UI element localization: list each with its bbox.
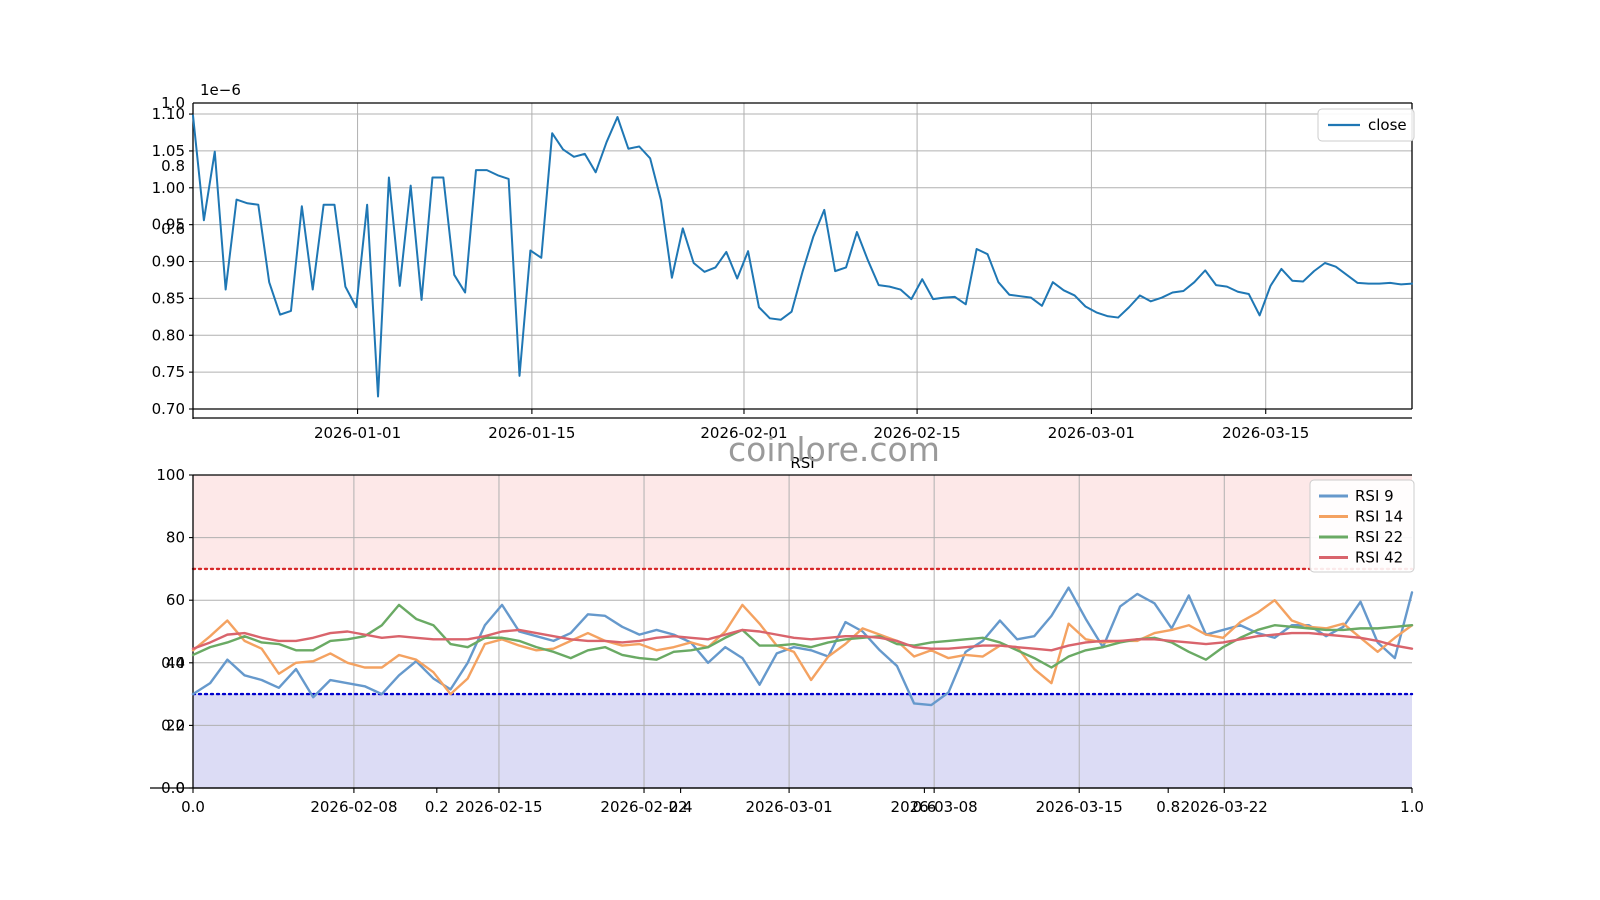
rsi-y-tick-label: 80 xyxy=(166,529,185,547)
rsi-x-overlay-tick-label: 0.6 xyxy=(912,798,936,816)
price-y-tick-label: 0.75 xyxy=(152,363,185,381)
rsi-chart-svg: RSI 100 80 60 40 20 0 0.4 0.2 0.0 2026-02-08 2026-0… xyxy=(150,454,1424,816)
price-y-tick-label: 0.85 xyxy=(152,289,185,307)
rsi-x-overlay-tick-label: 1.0 xyxy=(1400,798,1424,816)
rsi-x-tick-label: 2026-03-08 xyxy=(891,798,978,816)
rsi-x-tick-label: 2026-02-22 xyxy=(600,798,687,816)
rsi-x-overlay-tick-label: 0.8 xyxy=(1156,798,1180,816)
rsi-series-line-rsi-22 xyxy=(191,603,1414,669)
rsi-legend-label-rsi-14: RSI 14 xyxy=(1355,508,1403,526)
rsi-x-tick-label: 2026-03-15 xyxy=(1036,798,1123,816)
price-legend-label-close: close xyxy=(1368,116,1407,134)
rsi-series-line-rsi-9 xyxy=(191,586,1414,707)
rsi-x-overlay-tick-label: 0.4 xyxy=(669,798,693,816)
rsi-y-tick-label: 0 xyxy=(175,779,185,797)
rsi-y-overlay-tick-label: 0.0 xyxy=(161,779,185,797)
price-chart-panel: 1e−6 1.10 1.05 1.00 0.95 0.90 0.85 0.80 0.75 0.70… xyxy=(152,81,1415,442)
rsi-oversold-band xyxy=(193,694,1412,788)
rsi-x-overlay-tick-label: 0.0 xyxy=(181,798,205,816)
rsi-legend-box[interactable] xyxy=(1309,479,1415,573)
price-y-tick-label: 0.95 xyxy=(152,216,185,234)
price-x-tick-label: 2026-02-15 xyxy=(873,424,960,442)
rsi-legend-label-rsi-42: RSI 42 xyxy=(1355,549,1403,567)
rsi-series-line-rsi-42 xyxy=(191,628,1414,652)
rsi-y-overlay-tick-label: 0.4 xyxy=(161,654,185,672)
price-y-tick-label: 0.90 xyxy=(152,253,185,271)
price-x-tick-label: 2026-01-01 xyxy=(314,424,401,442)
rsi-x-tick-label: 2026-03-01 xyxy=(745,798,832,816)
rsi-chart-panel: RSI 100 80 60 40 20 0 0.4 0.2 0.0 2026-02-08 2026-0… xyxy=(0,440,1600,900)
price-x-tick-label: 2026-02-01 xyxy=(700,424,787,442)
price-y-overlay-tick-label: 0.8 xyxy=(161,157,185,175)
watermark: coinlore.com xyxy=(728,430,940,469)
rsi-y-overlay-tick-label: 0.2 xyxy=(161,716,185,734)
price-y-tick-label: 1.00 xyxy=(152,179,185,197)
rsi-legend-label-rsi-9: RSI 9 xyxy=(1355,487,1394,505)
rsi-panel-title: RSI xyxy=(790,454,814,472)
price-x-tick-label: 2026-01-15 xyxy=(488,424,575,442)
rsi-x-tick-label: 2026-03-22 xyxy=(1181,798,1268,816)
price-y-tick-label: 0.70 xyxy=(152,400,185,418)
price-y-tick-label: 1.05 xyxy=(152,142,185,160)
rsi-overbought-band xyxy=(193,475,1412,569)
rsi-series-line-rsi-14 xyxy=(191,599,1414,696)
price-chart-svg: 1e−6 1.10 1.05 1.00 0.95 0.90 0.85 0.80 0.75 0.70… xyxy=(152,81,1415,442)
rsi-legend-label-rsi-22: RSI 22 xyxy=(1355,528,1403,546)
price-legend-box[interactable] xyxy=(1317,108,1415,142)
rsi-y-tick-label: 100 xyxy=(156,466,185,484)
price-x-tick-label: 2026-03-15 xyxy=(1222,424,1309,442)
rsi-y-tick-label: 40 xyxy=(166,654,185,672)
rsi-x-overlay-tick-label: 0.2 xyxy=(425,798,449,816)
price-y-overlay-tick-label: 0.6 xyxy=(161,220,185,238)
rsi-y-tick-label: 60 xyxy=(166,591,185,609)
price-y-overlay-tick-label: 1.0 xyxy=(161,94,185,112)
rsi-x-tick-label: 2026-02-15 xyxy=(455,798,542,816)
price-y-offset-label: 1e−6 xyxy=(200,81,241,99)
price-x-tick-label: 2026-03-01 xyxy=(1048,424,1135,442)
price-y-tick-label: 1.10 xyxy=(152,105,185,123)
rsi-x-tick-label: 2026-02-08 xyxy=(310,798,397,816)
watermark-label: coinlore.com xyxy=(728,430,940,469)
rsi-y-tick-label: 20 xyxy=(166,716,185,734)
price-y-tick-label: 0.80 xyxy=(152,326,185,344)
price-close-line xyxy=(192,114,1413,398)
